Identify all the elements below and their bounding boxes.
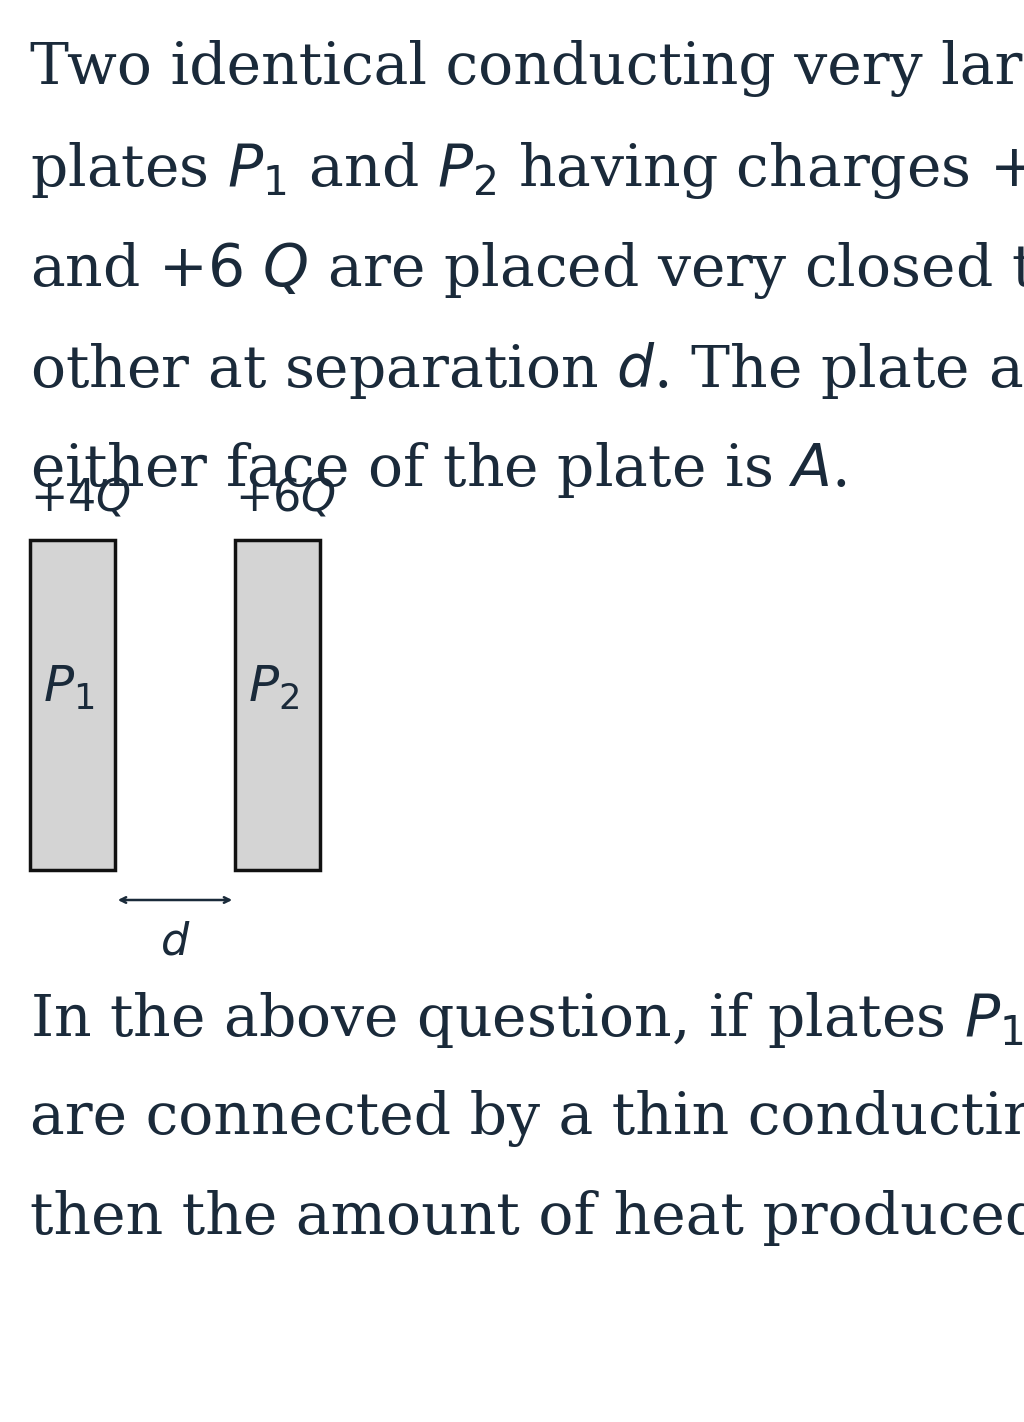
Text: $P_1$: $P_1$ <box>43 664 94 714</box>
Text: $P_2$: $P_2$ <box>248 664 299 714</box>
Text: plates $P_1$ and $P_2$ having charges $+4Q$: plates $P_1$ and $P_2$ having charges $+… <box>30 139 1024 201</box>
Text: $d$: $d$ <box>160 920 190 963</box>
Text: Two identical conducting very large: Two identical conducting very large <box>30 40 1024 97</box>
Text: other at separation $d$. The plate area of: other at separation $d$. The plate area … <box>30 340 1024 401</box>
Text: and $+6$ $Q$ are placed very closed to each: and $+6$ $Q$ are placed very closed to e… <box>30 240 1024 301</box>
Text: $+4Q$: $+4Q$ <box>30 476 131 520</box>
Bar <box>234 540 319 870</box>
Text: $+6Q$: $+6Q$ <box>234 476 336 520</box>
Text: then the amount of heat produced will be: then the amount of heat produced will be <box>30 1190 1024 1246</box>
Text: In the above question, if plates $P_1$ and $P_2$: In the above question, if plates $P_1$ a… <box>30 990 1024 1049</box>
Text: either face of the plate is $A$.: either face of the plate is $A$. <box>30 439 847 501</box>
Bar <box>30 540 115 870</box>
Text: are connected by a thin conducting wire,: are connected by a thin conducting wire, <box>30 1091 1024 1148</box>
